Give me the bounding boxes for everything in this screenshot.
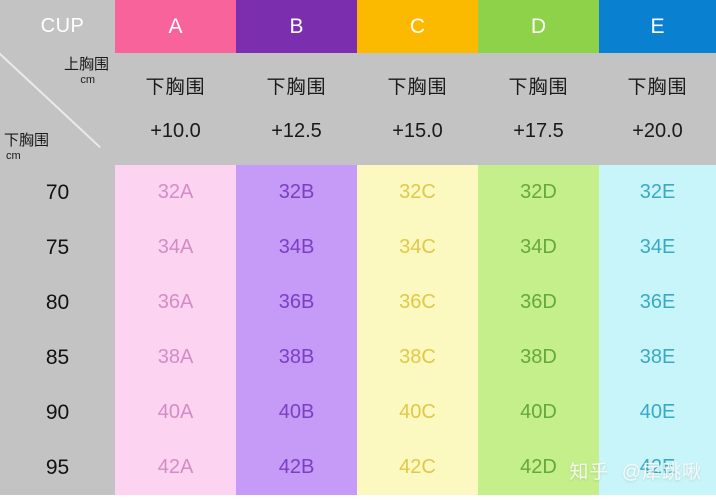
size-cell: 32C [357, 165, 478, 220]
measurement-value-d: +17.5 [513, 119, 564, 142]
size-cell: 32A [115, 165, 236, 220]
measurement-cell-c: 下胸围 +15.0 [357, 53, 478, 165]
size-cell: 42A [115, 440, 236, 495]
measurement-value-c: +15.0 [392, 119, 443, 142]
size-cell: 34C [357, 220, 478, 275]
measurement-label-b: 下胸围 [266, 76, 327, 98]
size-cell: 36D [478, 275, 599, 330]
size-cell: 34A [115, 220, 236, 275]
size-cell: 42C [357, 440, 478, 495]
size-cell: 40C [357, 385, 478, 440]
cup-header-d: D [478, 0, 599, 53]
row-band-label: 85 [0, 330, 115, 385]
cup-header-a: A [115, 0, 236, 53]
size-cell: 38D [478, 330, 599, 385]
measurement-label-d: 下胸围 [508, 76, 569, 98]
size-cell: 40B [236, 385, 357, 440]
measurement-value-e: +20.0 [632, 119, 683, 142]
cup-corner-label: CUP [0, 0, 115, 53]
table-row: 90 40A 40B 40C 40D 40E [0, 385, 716, 440]
size-cell: 38B [236, 330, 357, 385]
table-row: 70 32A 32B 32C 32D 32E [0, 165, 716, 220]
size-cell: 32B [236, 165, 357, 220]
measurement-cell-e: 下胸围 +20.0 [599, 53, 716, 165]
size-cell: 40A [115, 385, 236, 440]
cup-header-row: CUP A B C D E [0, 0, 716, 53]
size-cell: 40D [478, 385, 599, 440]
measurement-cell-d: 下胸围 +17.5 [478, 53, 599, 165]
size-cell: 42B [236, 440, 357, 495]
cup-header-e: E [599, 0, 716, 53]
table-row: 85 38A 38B 38C 38D 38E [0, 330, 716, 385]
measurement-value-b: +12.5 [271, 119, 322, 142]
measurement-label-e: 下胸围 [627, 76, 688, 98]
upper-bust-label-group: 上胸围 cm [63, 56, 109, 86]
table-row: 80 36A 36B 36C 36D 36E [0, 275, 716, 330]
table-row: 75 34A 34B 34C 34D 34E [0, 220, 716, 275]
upper-bust-label: 上胸围 [63, 56, 109, 73]
upper-bust-unit: cm [80, 73, 95, 86]
size-cell: 34B [236, 220, 357, 275]
size-cell: 40E [599, 385, 716, 440]
row-band-label: 90 [0, 385, 115, 440]
cup-header-c: C [357, 0, 478, 53]
size-cell: 36C [357, 275, 478, 330]
measurement-label-a: 下胸围 [145, 76, 206, 98]
measurement-header-row: 上胸围 cm 下胸围 cm 下胸围 +10.0 下胸围 +12.5 [0, 53, 716, 165]
size-cell: 42E [599, 440, 716, 495]
table-row: 95 42A 42B 42C 42D 42E [0, 440, 716, 495]
lower-bust-label: 下胸围 [4, 131, 50, 149]
size-cell: 36E [599, 275, 716, 330]
measurement-cell-a: 下胸围 +10.0 [115, 53, 236, 165]
size-cell: 38C [357, 330, 478, 385]
diagonal-header-cell: 上胸围 cm 下胸围 cm [0, 53, 115, 165]
row-band-label: 95 [0, 440, 115, 495]
size-cell: 36B [236, 275, 357, 330]
cup-header-b: B [236, 0, 357, 53]
size-cell: 32D [478, 165, 599, 220]
size-cell: 34D [478, 220, 599, 275]
size-cell: 34E [599, 220, 716, 275]
lower-bust-unit: cm [6, 149, 21, 162]
size-cell: 36A [115, 275, 236, 330]
measurement-label-c: 下胸围 [387, 76, 448, 98]
size-cell: 32E [599, 165, 716, 220]
size-cell: 38A [115, 330, 236, 385]
measurement-cell-b: 下胸围 +12.5 [236, 53, 357, 165]
row-band-label: 70 [0, 165, 115, 220]
row-band-label: 75 [0, 220, 115, 275]
size-cell: 42D [478, 440, 599, 495]
lower-bust-label-group: 下胸围 cm [4, 131, 50, 162]
row-band-label: 80 [0, 275, 115, 330]
size-cell: 38E [599, 330, 716, 385]
measurement-value-a: +10.0 [150, 119, 201, 142]
